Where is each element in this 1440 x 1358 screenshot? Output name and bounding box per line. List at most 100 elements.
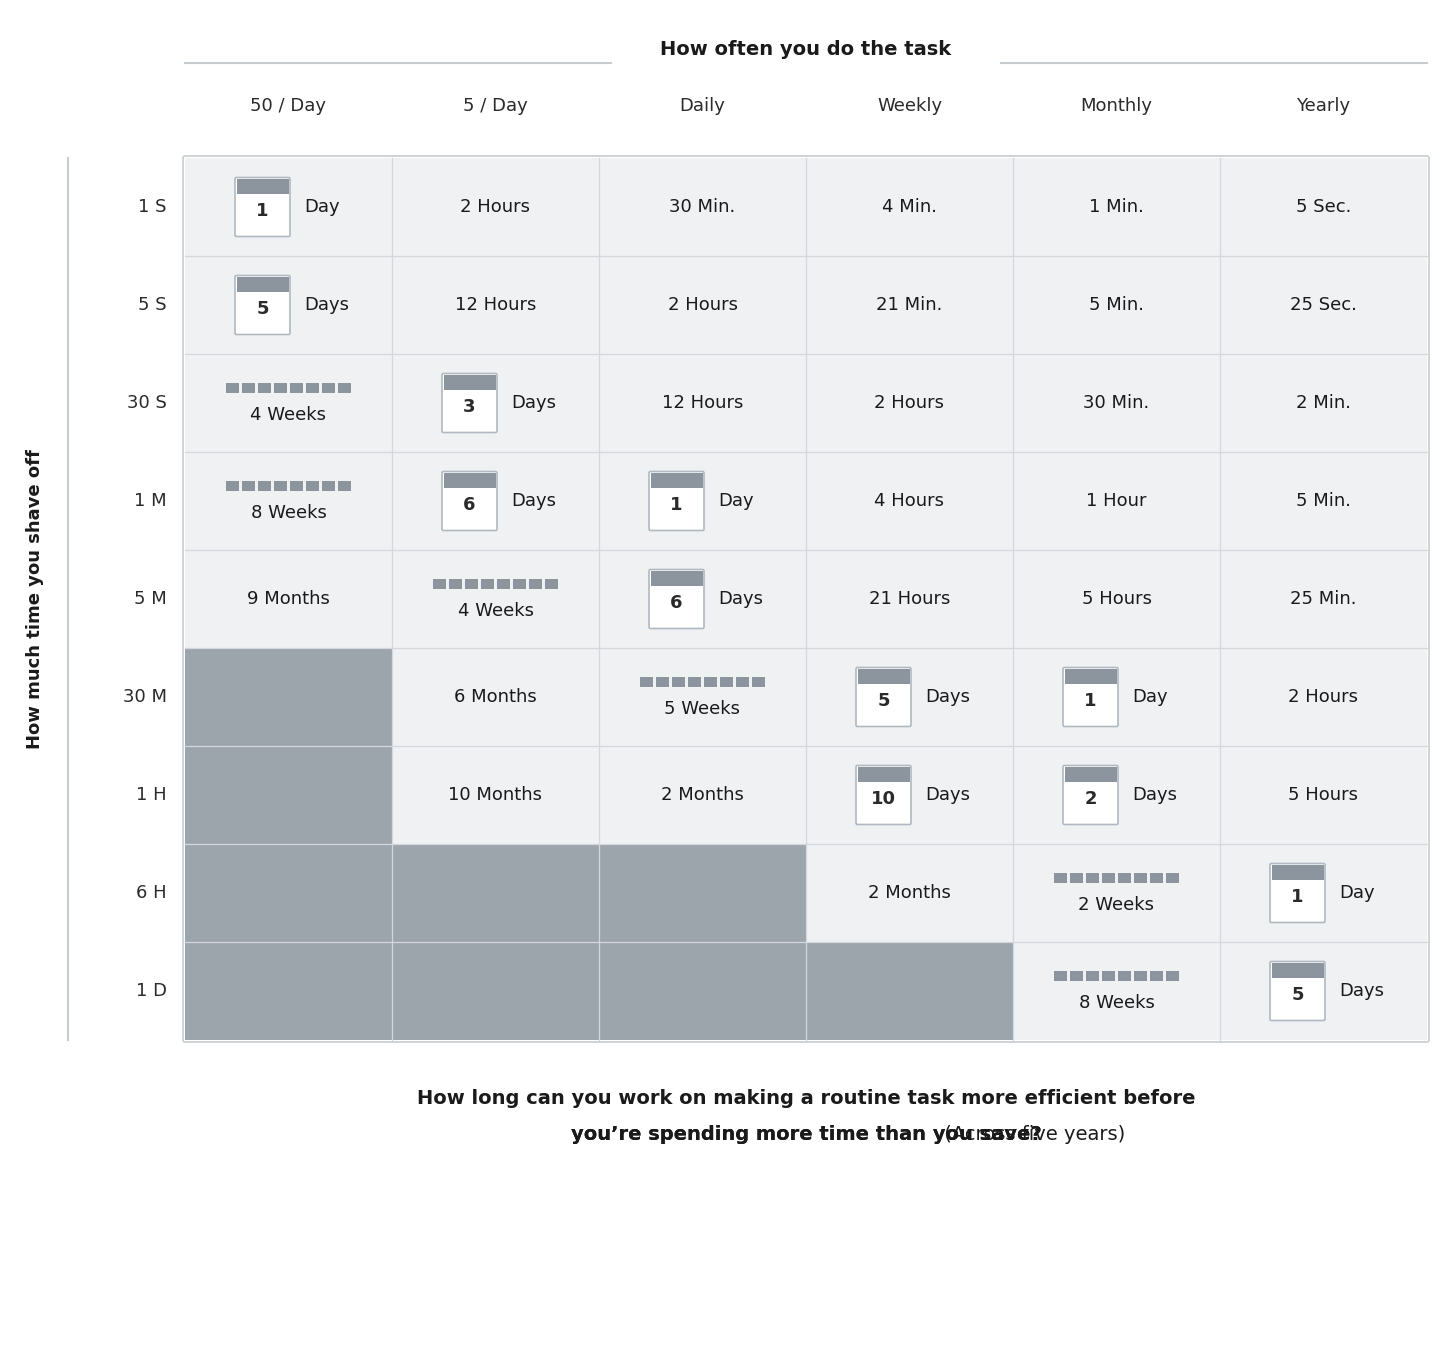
Text: 21 Hours: 21 Hours	[868, 589, 950, 608]
Text: 12 Hours: 12 Hours	[662, 394, 743, 411]
Bar	[1272, 963, 1323, 978]
Text: 1: 1	[670, 496, 683, 513]
FancyBboxPatch shape	[235, 276, 289, 334]
Text: (Across five years): (Across five years)	[939, 1126, 1126, 1145]
Text: Day: Day	[1339, 884, 1375, 902]
Text: 5 / Day: 5 / Day	[464, 96, 528, 115]
Text: 6: 6	[670, 593, 683, 612]
Text: 30 Min.: 30 Min.	[670, 198, 736, 216]
FancyBboxPatch shape	[855, 766, 912, 824]
Bar	[1166, 971, 1179, 980]
Text: Daily: Daily	[680, 96, 726, 115]
Text: Day: Day	[1132, 689, 1168, 706]
Text: Days: Days	[511, 492, 556, 511]
Bar	[184, 845, 392, 942]
Text: 2 Min.: 2 Min.	[1296, 394, 1351, 411]
Bar	[184, 158, 1427, 1040]
Text: 5 M: 5 M	[134, 589, 167, 608]
Bar	[184, 648, 392, 746]
Bar	[497, 579, 510, 589]
Bar	[513, 579, 526, 589]
Text: 2 Hours: 2 Hours	[461, 198, 530, 216]
Text: 1 S: 1 S	[138, 198, 167, 216]
Text: 1: 1	[256, 202, 269, 220]
Text: 30 Min.: 30 Min.	[1083, 394, 1149, 411]
Bar	[736, 678, 749, 687]
Text: 5 Weeks: 5 Weeks	[664, 699, 740, 718]
Bar	[1064, 669, 1116, 684]
Bar	[1102, 971, 1115, 980]
Bar	[444, 375, 495, 390]
Bar	[1054, 971, 1067, 980]
Text: How often you do the task: How often you do the task	[661, 39, 952, 58]
Text: 9 Months: 9 Months	[248, 589, 330, 608]
Bar	[433, 579, 446, 589]
Text: Days: Days	[511, 394, 556, 411]
Text: Day: Day	[304, 198, 340, 216]
Bar	[720, 678, 733, 687]
Text: 5 Hours: 5 Hours	[1289, 786, 1358, 804]
Bar	[857, 669, 910, 684]
Bar	[688, 678, 701, 687]
Text: Days: Days	[926, 786, 971, 804]
Text: 2 Hours: 2 Hours	[668, 296, 737, 314]
Bar	[465, 579, 478, 589]
Text: 1 M: 1 M	[134, 492, 167, 511]
Text: 2 Weeks: 2 Weeks	[1079, 896, 1155, 914]
Bar	[752, 678, 765, 687]
Bar	[392, 942, 599, 1040]
Text: 5 Min.: 5 Min.	[1089, 296, 1143, 314]
Bar	[338, 481, 351, 492]
Text: 1 Min.: 1 Min.	[1089, 198, 1143, 216]
Bar	[544, 579, 559, 589]
Text: 50 / Day: 50 / Day	[251, 96, 327, 115]
Text: 4 Weeks: 4 Weeks	[458, 602, 533, 621]
FancyBboxPatch shape	[649, 569, 704, 629]
Text: 10: 10	[871, 790, 896, 808]
Bar	[236, 277, 288, 292]
FancyBboxPatch shape	[1270, 864, 1325, 922]
Text: Days: Days	[719, 589, 763, 608]
Bar	[444, 473, 495, 488]
Bar	[1151, 873, 1164, 883]
Text: 5 Sec.: 5 Sec.	[1296, 198, 1351, 216]
Text: 5: 5	[1292, 986, 1303, 1004]
Bar	[289, 383, 302, 392]
Text: 2 Hours: 2 Hours	[874, 394, 945, 411]
Bar	[704, 678, 717, 687]
Text: 12 Hours: 12 Hours	[455, 296, 536, 314]
Text: Days: Days	[926, 689, 971, 706]
Text: How long can you work on making a routine task more efficient before: How long can you work on making a routin…	[416, 1089, 1195, 1108]
Text: 2 Months: 2 Months	[661, 786, 744, 804]
Bar	[392, 845, 599, 942]
Text: Days: Days	[1132, 786, 1178, 804]
Text: Yearly: Yearly	[1296, 96, 1351, 115]
Text: 2: 2	[1084, 790, 1097, 808]
Bar	[651, 473, 703, 488]
Bar	[258, 481, 271, 492]
Bar	[599, 845, 806, 942]
FancyBboxPatch shape	[1063, 668, 1117, 727]
Bar	[338, 383, 351, 392]
Text: 4 Weeks: 4 Weeks	[251, 406, 327, 424]
Bar	[1102, 873, 1115, 883]
Bar	[242, 481, 255, 492]
Bar	[242, 383, 255, 392]
Bar	[639, 678, 652, 687]
Text: 2 Hours: 2 Hours	[1289, 689, 1358, 706]
Bar	[305, 481, 320, 492]
Bar	[323, 383, 336, 392]
Text: 6: 6	[464, 496, 475, 513]
Text: 4 Min.: 4 Min.	[881, 198, 937, 216]
Bar	[274, 481, 287, 492]
Bar	[1117, 873, 1130, 883]
Text: 10 Months: 10 Months	[448, 786, 543, 804]
Text: 30 M: 30 M	[122, 689, 167, 706]
Bar	[1166, 873, 1179, 883]
Text: Days: Days	[304, 296, 350, 314]
Text: 4 Hours: 4 Hours	[874, 492, 945, 511]
Bar	[1070, 971, 1083, 980]
Text: 1: 1	[1084, 693, 1097, 710]
Text: 1: 1	[1292, 888, 1303, 906]
Text: 1 Hour: 1 Hour	[1086, 492, 1146, 511]
